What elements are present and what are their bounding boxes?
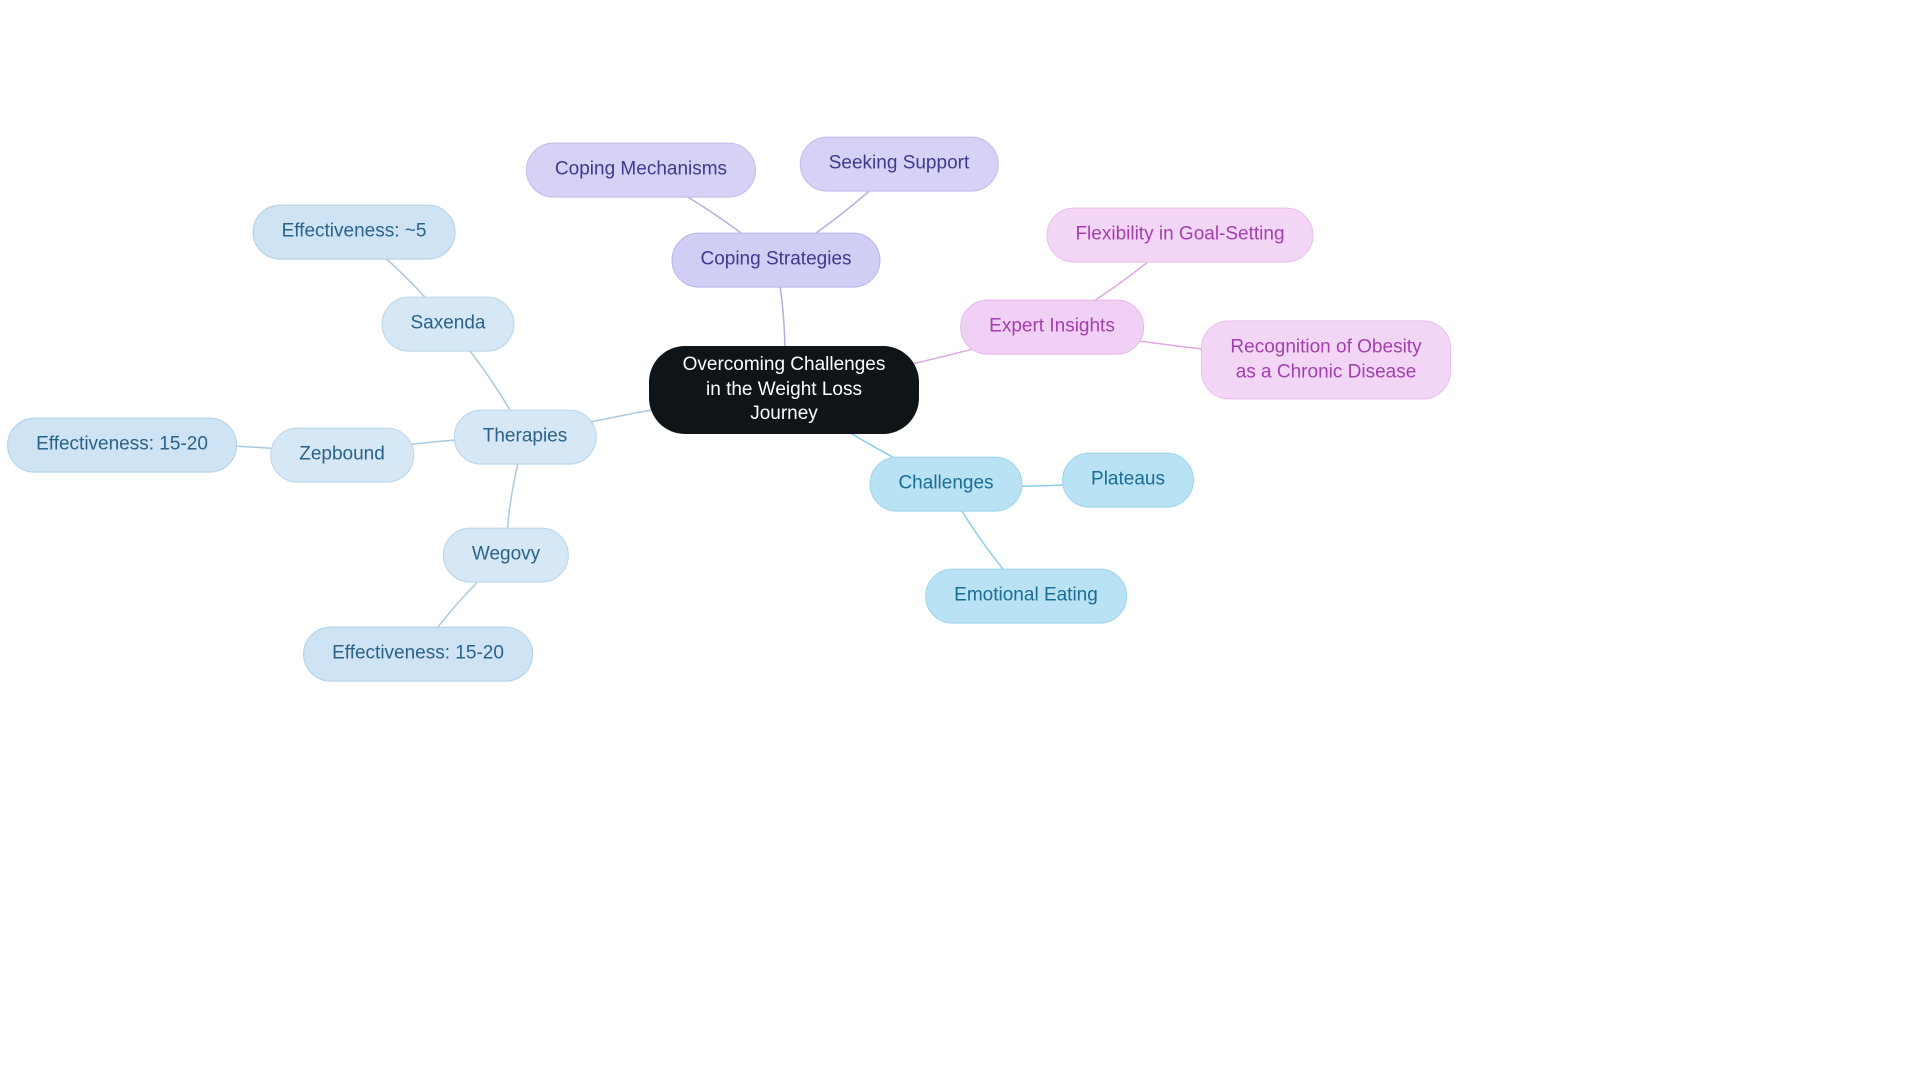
nodes-layer: Overcoming Challenges in the Weight Loss… [0,0,1920,1083]
seeking-node: Seeking Support [800,137,999,192]
therapies-node: Therapies [454,410,597,465]
saxenda-node: Saxenda [381,297,514,352]
wegovy-node: Wegovy [443,528,569,583]
center-node: Overcoming Challenges in the Weight Loss… [649,346,919,434]
recognition-node: Recognition of Obesity as a Chronic Dise… [1201,320,1451,399]
expert-node: Expert Insights [960,300,1144,355]
zepbound-eff-node: Effectiveness: 15-20 [7,418,237,473]
plateaus-node: Plateaus [1062,453,1194,508]
flexibility-node: Flexibility in Goal-Setting [1046,208,1313,263]
challenges-node: Challenges [869,457,1022,512]
coping-node: Coping Strategies [671,233,880,288]
saxenda-eff-node: Effectiveness: ~5 [253,205,456,260]
wegovy-eff-node: Effectiveness: 15-20 [303,627,533,682]
coping-mech-node: Coping Mechanisms [526,143,756,198]
zepbound-node: Zepbound [270,428,414,483]
emotional-node: Emotional Eating [925,569,1127,624]
